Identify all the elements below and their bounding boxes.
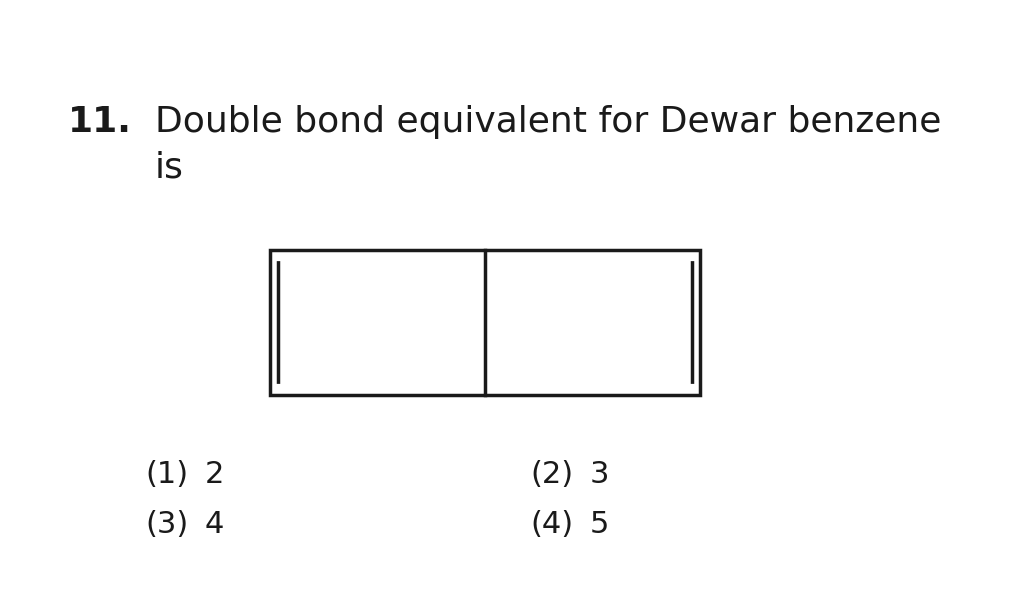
Text: Double bond equivalent for Dewar benzene: Double bond equivalent for Dewar benzene [155, 105, 941, 139]
Text: is: is [155, 150, 184, 184]
Text: 11.: 11. [68, 105, 132, 139]
Text: (1): (1) [145, 460, 188, 489]
Text: (2): (2) [530, 460, 573, 489]
Text: 4: 4 [205, 510, 224, 539]
Text: 5: 5 [590, 510, 609, 539]
Text: (3): (3) [145, 510, 188, 539]
Text: 2: 2 [205, 460, 224, 489]
Bar [278, 258, 692, 387]
Bar [270, 250, 700, 395]
Text: (4): (4) [530, 510, 573, 539]
Text: 3: 3 [590, 460, 609, 489]
